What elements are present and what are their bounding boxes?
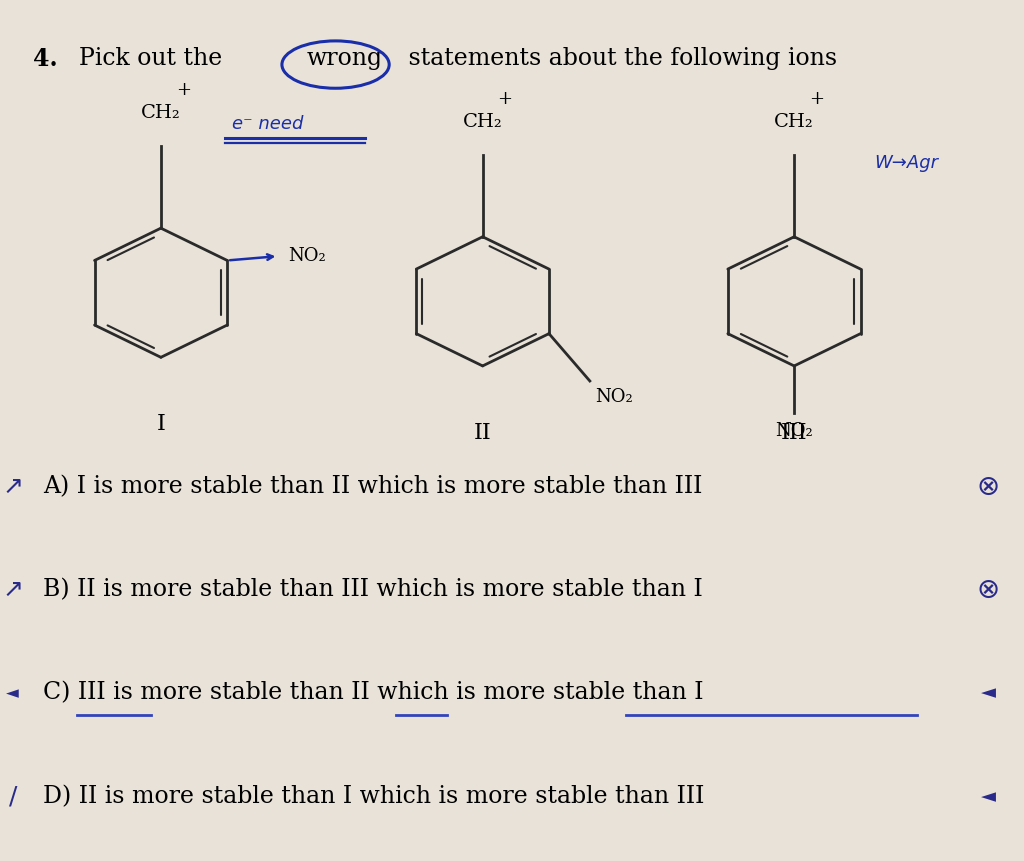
Text: +: + (498, 90, 513, 108)
Text: II: II (474, 422, 492, 444)
Text: wrong: wrong (307, 47, 383, 71)
Text: 4.: 4. (33, 47, 57, 71)
Text: A) I is more stable than II which is more stable than III: A) I is more stable than II which is mor… (43, 475, 702, 498)
Text: ◄: ◄ (981, 787, 995, 806)
Text: Pick out the: Pick out the (79, 47, 230, 71)
Text: ⊗: ⊗ (977, 473, 999, 500)
Text: NO₂: NO₂ (595, 387, 633, 406)
Text: CH₂: CH₂ (141, 104, 181, 122)
Text: /: / (8, 784, 17, 808)
Text: III: III (781, 422, 808, 444)
Text: C) III is more stable than II which is more stable than I: C) III is more stable than II which is m… (43, 682, 703, 704)
Text: e⁻ need: e⁻ need (232, 115, 304, 133)
Text: ↗: ↗ (2, 578, 24, 602)
Text: NO₂: NO₂ (289, 247, 327, 265)
Text: D) II is more stable than I which is more stable than III: D) II is more stable than I which is mor… (43, 785, 705, 808)
Text: CH₂: CH₂ (463, 113, 503, 131)
Text: ◄: ◄ (981, 684, 995, 703)
Text: +: + (809, 90, 824, 108)
Text: W→Agr: W→Agr (874, 154, 939, 172)
Text: +: + (176, 81, 190, 99)
Text: NO₂: NO₂ (775, 422, 813, 440)
Text: I: I (157, 413, 165, 436)
Text: ↗: ↗ (2, 474, 24, 499)
Text: ⊗: ⊗ (977, 576, 999, 604)
Text: statements about the following ions: statements about the following ions (401, 47, 837, 71)
Text: ◄: ◄ (6, 684, 19, 702)
Text: CH₂: CH₂ (774, 113, 814, 131)
Text: B) II is more stable than III which is more stable than I: B) II is more stable than III which is m… (43, 579, 703, 601)
